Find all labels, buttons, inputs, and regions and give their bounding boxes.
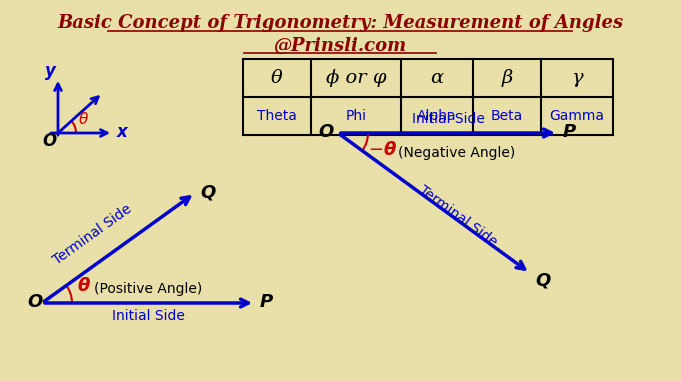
Bar bbox=[243, 59, 613, 135]
Text: (Positive Angle): (Positive Angle) bbox=[94, 282, 202, 296]
Text: Basic Concept of Trigonometry: Measurement of Angles: Basic Concept of Trigonometry: Measureme… bbox=[57, 14, 623, 32]
Text: $-\boldsymbol{\theta}$: $-\boldsymbol{\theta}$ bbox=[368, 141, 397, 159]
Text: Initial Side: Initial Side bbox=[112, 309, 185, 323]
Text: @Prinsli.com: @Prinsli.com bbox=[274, 37, 407, 55]
Text: P: P bbox=[260, 293, 273, 311]
Text: γ: γ bbox=[571, 69, 583, 87]
Text: ϕ or φ: ϕ or φ bbox=[326, 69, 386, 87]
Text: Beta: Beta bbox=[491, 109, 523, 123]
Text: Phi: Phi bbox=[345, 109, 366, 123]
Text: Theta: Theta bbox=[257, 109, 297, 123]
Text: (Negative Angle): (Negative Angle) bbox=[398, 146, 516, 160]
Text: Terminal Side: Terminal Side bbox=[416, 184, 500, 250]
Text: Terminal Side: Terminal Side bbox=[50, 202, 134, 267]
Text: α: α bbox=[430, 69, 443, 87]
Text: O: O bbox=[318, 123, 333, 141]
Text: $\theta$: $\theta$ bbox=[78, 111, 89, 127]
Text: O: O bbox=[42, 132, 56, 150]
Text: $\boldsymbol{\theta}$: $\boldsymbol{\theta}$ bbox=[77, 277, 91, 295]
Text: O: O bbox=[27, 293, 42, 311]
Text: Q: Q bbox=[200, 183, 215, 201]
Text: y: y bbox=[45, 62, 56, 80]
Text: θ: θ bbox=[271, 69, 283, 87]
Text: x: x bbox=[117, 123, 128, 141]
Text: Gamma: Gamma bbox=[550, 109, 605, 123]
Text: P: P bbox=[563, 123, 576, 141]
Text: Q: Q bbox=[535, 271, 550, 289]
Text: Alpha: Alpha bbox=[417, 109, 457, 123]
Text: Initial Side: Initial Side bbox=[411, 112, 484, 126]
Text: β: β bbox=[501, 69, 513, 87]
